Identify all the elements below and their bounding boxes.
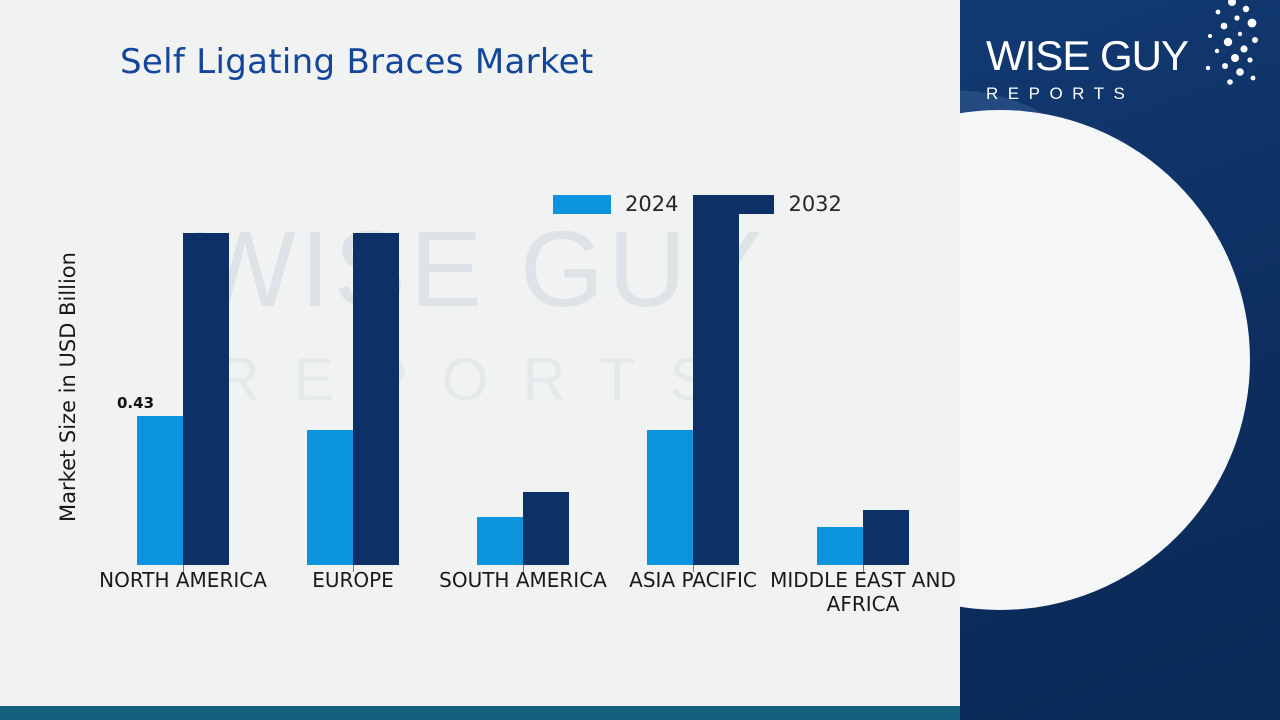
bar-2024[interactable] xyxy=(477,516,523,565)
chart-panel: WISE GUY REPORTS Self Ligating Braces Ma… xyxy=(0,42,960,720)
bar-2032[interactable] xyxy=(693,194,739,565)
axis-tick xyxy=(693,565,694,572)
axis-tick xyxy=(353,565,354,572)
bar-group: EUROPE xyxy=(253,150,453,592)
brand-logo-sub: REPORTS xyxy=(986,84,1135,103)
bar-group: SOUTH AMERICA xyxy=(423,150,623,592)
page-title: Self Ligating Braces Market xyxy=(120,42,594,82)
category-label: ASIA PACIFIC xyxy=(629,568,757,592)
bar-2032[interactable] xyxy=(523,492,569,565)
bar-2032[interactable] xyxy=(863,509,909,565)
category-label: SOUTH AMERICA xyxy=(439,568,607,592)
bar-2024[interactable] xyxy=(817,526,863,565)
legend-label-2032: 2032 xyxy=(788,192,842,216)
bar-group: 0.43 NORTH AMERICA xyxy=(83,150,283,592)
bar-2024[interactable] xyxy=(137,416,183,565)
bar-2024[interactable] xyxy=(307,430,353,565)
bottom-accent-strip xyxy=(0,706,960,720)
brand-logo: WISE GUY REPORTS xyxy=(986,32,1256,118)
legend-label-2024: 2024 xyxy=(625,192,679,216)
plot-area: 0.43 NORTH AMERICA EUROPE SOUTH AMERICA ASIA… xyxy=(99,150,956,616)
bar-group: MIDDLE EAST AND AFRICA xyxy=(763,150,960,616)
axis-tick xyxy=(183,565,184,572)
bar-value-label: 0.43 xyxy=(117,394,155,413)
brand-panel: WISE GUY REPORTS xyxy=(960,0,1280,720)
legend-item-2024[interactable]: 2024 xyxy=(553,192,678,216)
logo-dot-pattern-icon xyxy=(1205,0,1258,85)
category-label: MIDDLE EAST AND AFRICA xyxy=(770,568,956,616)
bar-2032[interactable] xyxy=(353,233,399,565)
category-label: NORTH AMERICA xyxy=(99,568,267,592)
bar-2024[interactable] xyxy=(647,430,693,565)
legend-swatch-2024 xyxy=(553,194,611,214)
axis-tick xyxy=(523,565,524,572)
category-label: EUROPE xyxy=(312,568,394,592)
bar-2032[interactable] xyxy=(183,233,229,565)
bar-group: ASIA PACIFIC xyxy=(593,150,793,592)
y-axis-label: Market Size in USD Billion xyxy=(56,252,80,522)
axis-tick xyxy=(863,565,864,572)
brand-logo-main: WISE GUY xyxy=(986,32,1189,79)
